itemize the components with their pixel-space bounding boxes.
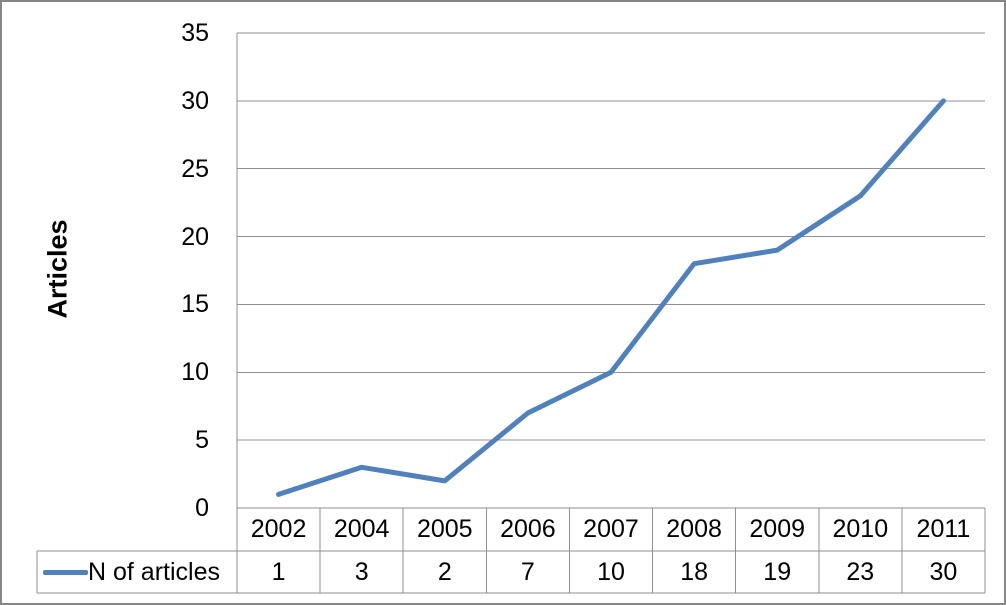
value-cell: 18: [680, 557, 708, 586]
value-cell: 1: [271, 557, 286, 586]
y-tick-label: 20: [181, 222, 209, 251]
y-tick-label: 25: [181, 154, 209, 183]
y-axis-title: Articles: [42, 219, 73, 319]
legend-key: N of articles: [37, 551, 237, 593]
value-cell: 19: [763, 557, 792, 586]
x-category-label: 2004: [333, 515, 390, 543]
value-cell: 3: [354, 557, 369, 586]
data-table-value-row: 1 3 2 7 10 18 19 23 30: [237, 551, 985, 593]
x-category-row: 2002 2004 2005 2006 2007 2008 2009 2010 …: [237, 508, 985, 551]
x-category-label: 2009: [749, 515, 806, 543]
value-cell: 10: [597, 557, 625, 586]
x-category-label: 2005: [416, 515, 473, 543]
legend-line-swatch: [43, 569, 88, 575]
x-category-label: 2006: [500, 515, 556, 543]
x-category-label: 2008: [666, 515, 722, 543]
x-category-label: 2010: [832, 515, 889, 543]
value-cell: 2: [437, 557, 452, 586]
legend-label: N of articles: [88, 557, 220, 586]
x-category-label: 2007: [583, 515, 639, 543]
x-category-label: 2002: [250, 515, 307, 543]
y-tick-label: 10: [181, 358, 209, 387]
y-tick-label: 0: [195, 494, 209, 522]
y-tick-label: 5: [195, 426, 209, 455]
value-cell: 23: [846, 557, 875, 586]
value-cell: 7: [520, 557, 535, 586]
y-tick-label: 15: [181, 290, 209, 319]
y-tick-label: 35: [181, 19, 209, 47]
value-cell: 30: [929, 557, 958, 586]
y-tick-label: 30: [181, 86, 209, 115]
x-category-label: 2011: [916, 515, 971, 543]
